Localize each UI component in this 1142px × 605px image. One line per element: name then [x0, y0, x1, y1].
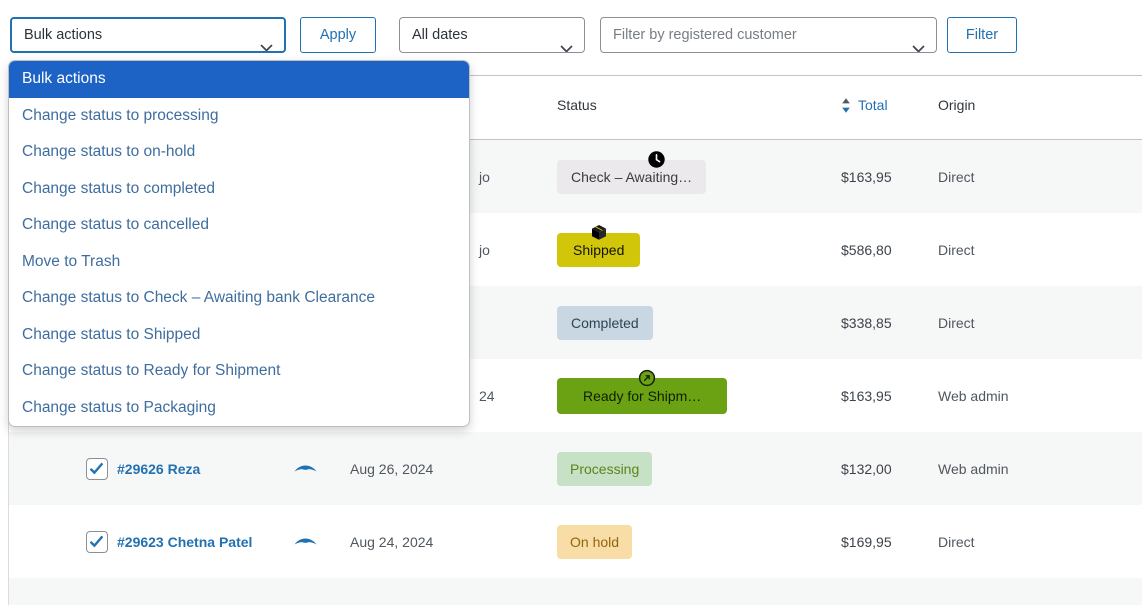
order-total: $338,85 [841, 314, 892, 331]
status-badge: Completed [557, 305, 653, 340]
status-label: Ready for Shipm… [583, 387, 702, 404]
dropdown-option-check-awaiting[interactable]: Change status to Check – Awaiting bank C… [22, 289, 375, 306]
customer-filter-placeholder: Filter by registered customer [613, 27, 797, 43]
preview-eye-icon[interactable] [293, 461, 318, 477]
order-origin: Direct [938, 241, 975, 258]
order-date: Aug 26, 2024 [350, 460, 434, 477]
dropdown-option-move-to-trash[interactable]: Move to Trash [22, 252, 121, 270]
dropdown-option-cancelled[interactable]: Change status to cancelled [22, 216, 209, 233]
order-origin: Direct [938, 314, 975, 331]
filter-button[interactable]: Filter [947, 17, 1017, 53]
status-label: Check – Awaiting… [571, 168, 693, 185]
order-total: $163,95 [841, 387, 892, 404]
table-row: jo Shipped $586,80 Direct [9, 213, 1142, 286]
date-fragment: jo [479, 241, 490, 258]
order-link[interactable]: #29623 Chetna Patel [117, 533, 253, 550]
table-row: 24 Ready for Shipm… $163,95 Web admin [9, 359, 1142, 432]
sort-arrows-icon[interactable] [841, 97, 851, 119]
order-origin: Direct [938, 168, 975, 185]
date-fragment: 24 [479, 387, 495, 404]
dispatch-icon [638, 369, 656, 390]
status-label: Completed [571, 314, 639, 331]
order-date: Aug 24, 2024 [350, 533, 434, 550]
column-header-total[interactable]: Total [858, 97, 888, 113]
dropdown-option-on-hold[interactable]: Change status to on-hold [22, 143, 196, 160]
column-header-status: Status [557, 97, 597, 113]
customer-filter-select[interactable]: Filter by registered customer [600, 17, 937, 53]
order-total: $163,95 [841, 168, 892, 185]
status-label: Processing [570, 460, 640, 477]
apply-button[interactable]: Apply [300, 17, 376, 53]
order-total: $586,80 [841, 241, 892, 258]
table-row: #29626 Reza Aug 26, 2024 Processing $132… [9, 432, 1142, 505]
status-badge: On hold [557, 524, 633, 559]
status-badge: Check – Awaiting… [557, 150, 707, 194]
chevron-down-icon [560, 32, 573, 52]
chevron-down-icon [260, 32, 273, 51]
column-header-origin: Origin [938, 97, 976, 113]
dropdown-option-processing[interactable]: Change status to processing [22, 106, 219, 124]
next-row-stripe [9, 578, 1142, 605]
preview-eye-icon[interactable] [293, 534, 318, 550]
row-checkbox[interactable] [86, 457, 108, 480]
dropdown-option-completed[interactable]: Change status to completed [22, 179, 216, 197]
order-link[interactable]: #29626 Reza [117, 460, 201, 477]
date-filter-select[interactable]: All dates [399, 17, 585, 53]
dropdown-option-ready-for-shipment[interactable]: Change status to Ready for Shipment [22, 362, 281, 379]
order-origin: Direct [938, 533, 975, 550]
dropdown-option-shipped[interactable]: Change status to Shipped [22, 325, 201, 343]
status-badge: Shipped [557, 224, 641, 267]
status-label: Shipped [573, 241, 625, 258]
table-top-border [8, 75, 1142, 76]
status-badge: Ready for Shipm… [557, 369, 728, 414]
chevron-down-icon [912, 32, 925, 52]
header-divider [8, 139, 1142, 140]
dropdown-option-bulk-actions[interactable]: Bulk actions [9, 61, 469, 98]
dropdown-option-packaging[interactable]: Change status to Packaging [22, 398, 216, 416]
date-filter-selected-value: All dates [412, 27, 468, 43]
row-checkbox[interactable] [86, 530, 108, 553]
clock-icon [648, 150, 665, 171]
bulk-actions-dropdown-panel: Bulk actions Change status to processing… [8, 60, 470, 427]
bulk-actions-select[interactable]: Bulk actions [10, 17, 286, 53]
order-origin: Web admin [938, 387, 1009, 404]
order-total: $132,00 [841, 460, 892, 477]
status-badge: Processing [557, 451, 653, 486]
table-header: Status Total Origin [0, 75, 1142, 139]
package-icon [591, 224, 607, 244]
bulk-actions-selected-value: Bulk actions [24, 27, 103, 43]
table-row: #29623 Chetna Patel Aug 24, 2024 On hold… [9, 505, 1142, 578]
order-origin: Web admin [938, 460, 1009, 477]
order-total: $169,95 [841, 533, 892, 550]
date-fragment: jo [479, 168, 490, 185]
status-label: On hold [570, 533, 620, 550]
